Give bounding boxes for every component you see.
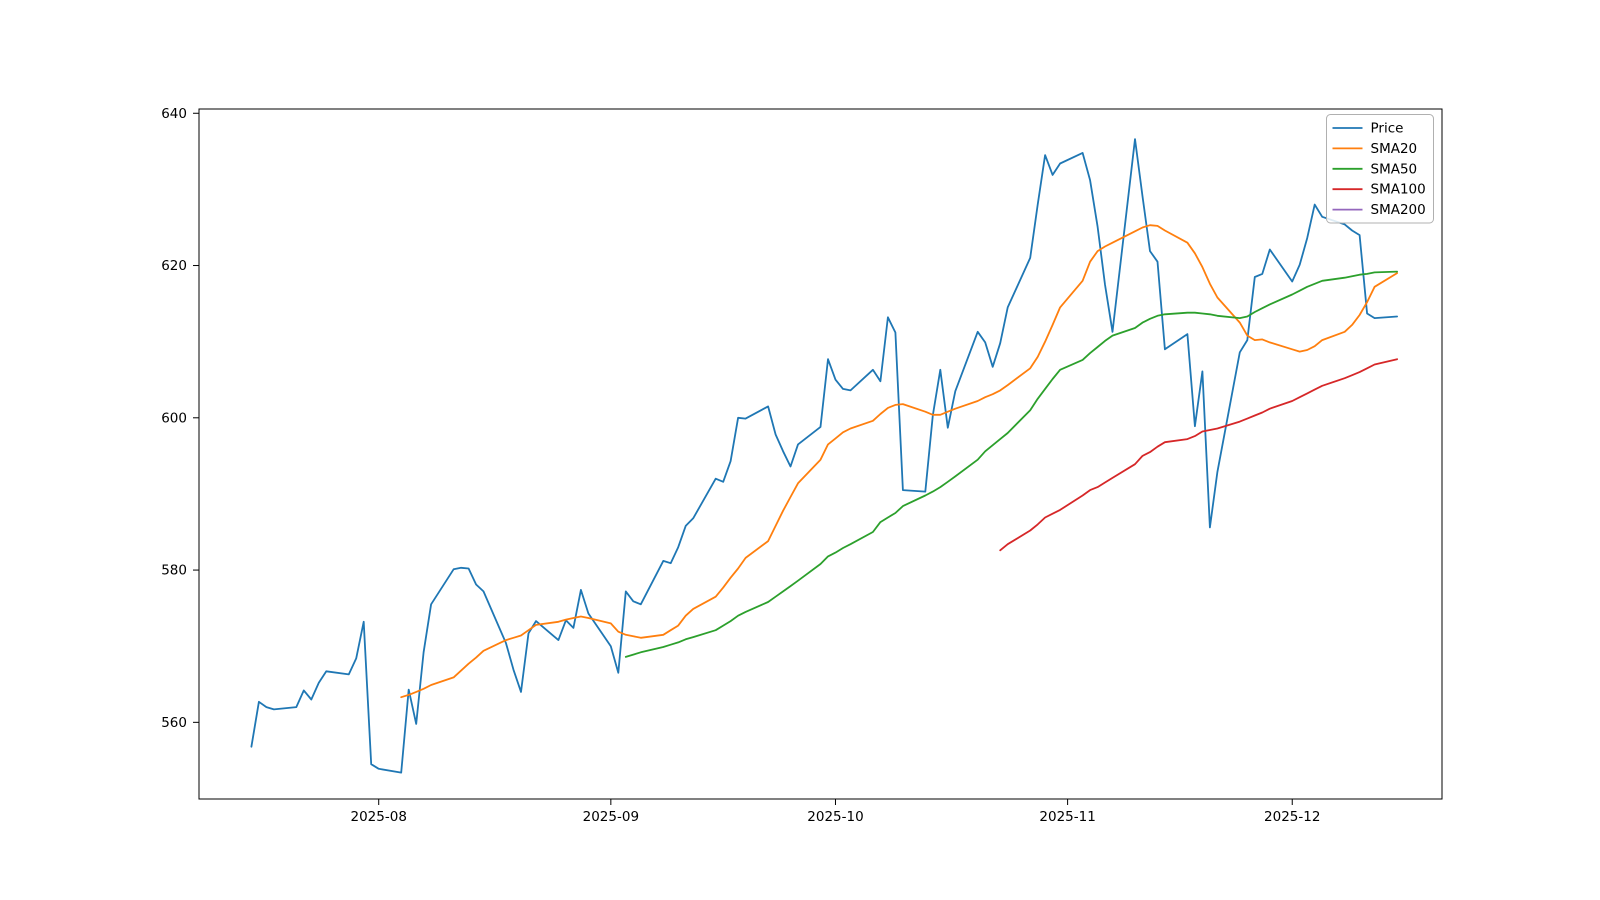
sma50-line [624,270,1398,658]
plot-border [198,108,1443,800]
legend-item-sma200: SMA200 [1332,202,1426,218]
x-tick-label: 2025-11 [1039,809,1095,825]
legend-box [1326,114,1434,224]
price-line [250,138,1398,774]
legend-item-sma100: SMA100 [1332,182,1426,198]
legend-item-price: Price [1332,121,1404,137]
x-tick-label: 2025-08 [351,809,407,825]
plot-area [199,109,1442,799]
y-tick-label: 600 [161,410,187,426]
y-tick-label: 560 [161,715,187,731]
legend-label: SMA200 [1371,202,1426,218]
legend-label: SMA20 [1371,141,1418,157]
x-tick-label: 2025-10 [807,809,863,825]
legend-label: SMA50 [1371,161,1418,177]
legend-label: SMA100 [1371,182,1426,198]
y-axis: 560 580 600 620 640 [161,106,199,731]
x-axis: 2025-08 2025-09 2025-10 2025-11 2025-12 [351,799,1320,825]
legend-item-sma20: SMA20 [1332,141,1418,157]
x-tick-label: 2025-12 [1264,809,1320,825]
series-lines [250,138,1398,774]
sma100-line [999,358,1398,552]
y-tick-label: 640 [161,106,187,122]
sma20-line [400,224,1398,699]
y-tick-label: 620 [161,258,187,274]
x-tick-label: 2025-09 [583,809,639,825]
legend-item-sma50: SMA50 [1332,161,1418,177]
legend-label: Price [1371,121,1404,137]
y-tick-label: 580 [161,563,187,579]
legend: Price SMA20 SMA50 SMA100 SMA200 [1326,114,1434,224]
